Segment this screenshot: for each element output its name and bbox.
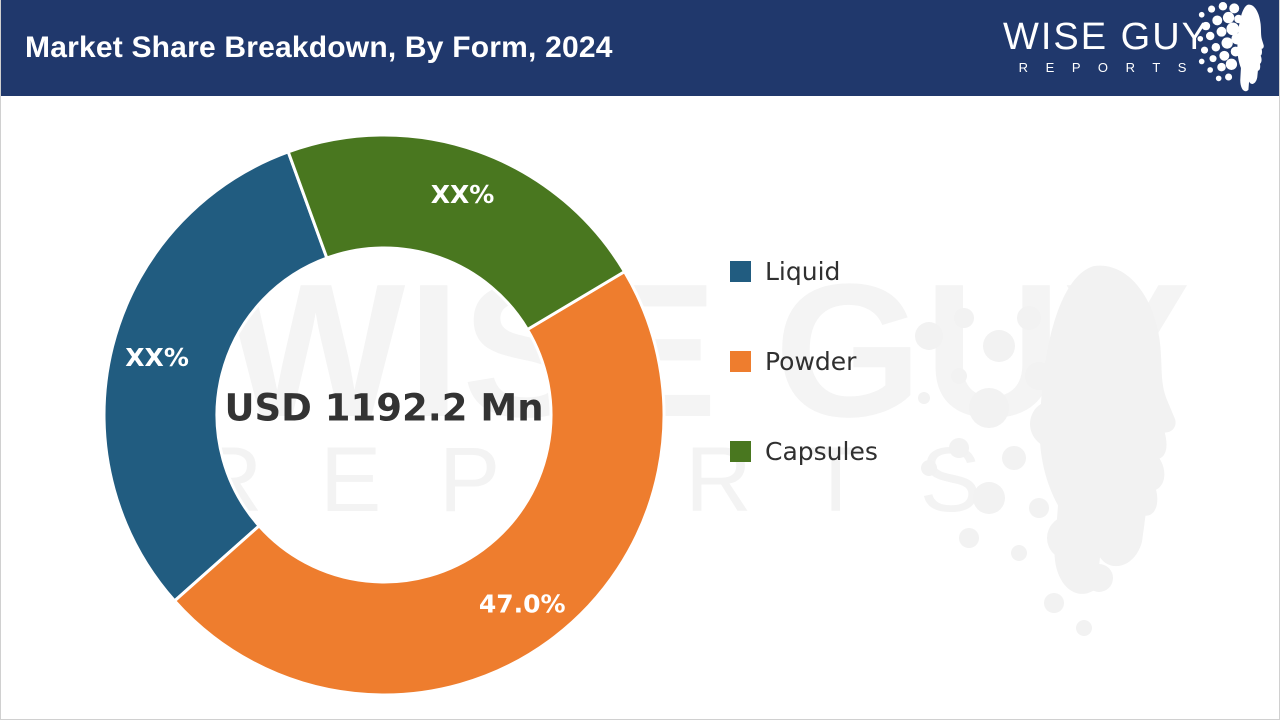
legend-item-capsules: Capsules: [730, 437, 878, 465]
legend-swatch-capsules: [730, 440, 751, 462]
watermark-face-icon: [915, 265, 1176, 636]
legend-label-liquid: Liquid: [765, 256, 841, 286]
wiseguy-face-icon: [1197, 2, 1264, 92]
donut-segment-liquid: [102, 150, 329, 603]
legend-swatch-powder: [730, 350, 751, 372]
chart-area: WISE GUY R E P O R T S XX%47.0%XX% USD 1…: [1, 96, 1279, 719]
logo-subtitle: R E P O R T S: [1018, 59, 1194, 75]
chart-center-value: USD 1192.2 Mn: [224, 387, 543, 430]
logo-wordmark: WISE GUY: [1002, 15, 1209, 58]
wiseguy-logo-text: WISE GUY R E P O R T S: [1003, 18, 1209, 75]
legend-swatch-liquid: [730, 260, 751, 282]
watermark-wordmark: WISE GUY: [226, 245, 1193, 457]
legend-label-powder: Powder: [765, 346, 857, 376]
wiseguy-logo: WISE GUY R E P O R T S: [1003, 0, 1267, 96]
legend-item-powder: Powder: [730, 347, 856, 375]
donut-segment-powder: [173, 270, 666, 697]
donut-chart: XX% 47.0% XX% USD 1192.2 Mn: [102, 133, 666, 697]
header-bar: Market Share Breakdown, By Form, 2024 WI…: [1, 0, 1279, 96]
page-title: Market Share Breakdown, By Form, 2024: [25, 31, 613, 64]
segment-label-capsules: XX%: [431, 180, 495, 209]
segment-label-liquid: XX%: [125, 343, 189, 372]
donut-segment-capsules: [286, 133, 627, 331]
segment-label-powder: 47.0%: [479, 589, 566, 618]
legend-item-liquid: Liquid: [730, 257, 840, 285]
legend-label-capsules: Capsules: [765, 436, 878, 466]
